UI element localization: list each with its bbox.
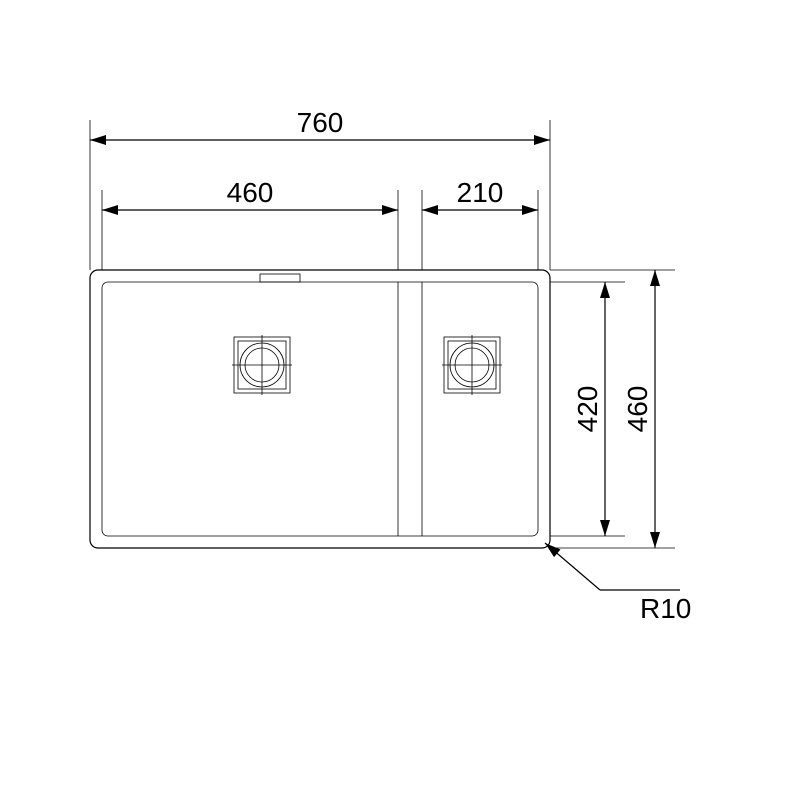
dim-right-bowl-width: 210	[422, 177, 538, 215]
dim-left-bowl-width-value: 460	[227, 177, 274, 208]
dim-inner-height: 420	[572, 282, 610, 536]
drain-right	[442, 335, 502, 395]
extension-lines-right	[550, 270, 675, 548]
sink-technical-drawing: 760 460 210 420 460	[0, 0, 800, 800]
drain-left	[232, 335, 292, 395]
dim-left-bowl-width: 460	[102, 177, 398, 215]
dim-overall-height: 460	[622, 270, 660, 548]
dim-overall-height-value: 460	[622, 386, 653, 433]
sink-outline	[90, 270, 550, 548]
dim-right-bowl-width-value: 210	[457, 177, 504, 208]
dim-overall-width: 760	[90, 107, 550, 145]
corner-radius-callout: R10	[542, 539, 692, 624]
corner-radius-value: R10	[640, 593, 691, 624]
dim-inner-height-value: 420	[572, 386, 603, 433]
dim-overall-width-value: 760	[297, 107, 344, 138]
